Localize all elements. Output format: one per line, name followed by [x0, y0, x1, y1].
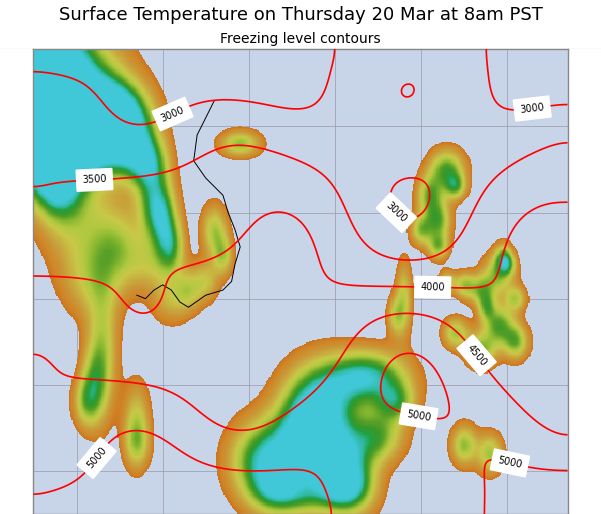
- Text: 3000: 3000: [159, 104, 186, 123]
- Text: Freezing level contours: Freezing level contours: [220, 32, 381, 46]
- Text: 3000: 3000: [384, 200, 409, 225]
- Text: 5000: 5000: [497, 455, 523, 470]
- Text: 4500: 4500: [465, 343, 489, 368]
- Text: 3500: 3500: [82, 174, 107, 186]
- Text: 3000: 3000: [519, 102, 545, 115]
- Text: 4000: 4000: [420, 282, 445, 292]
- Text: 5000: 5000: [85, 446, 108, 471]
- Text: Surface Temperature on Thursday 20 Mar at 8am PST: Surface Temperature on Thursday 20 Mar a…: [58, 6, 543, 24]
- Text: 5000: 5000: [406, 409, 432, 423]
